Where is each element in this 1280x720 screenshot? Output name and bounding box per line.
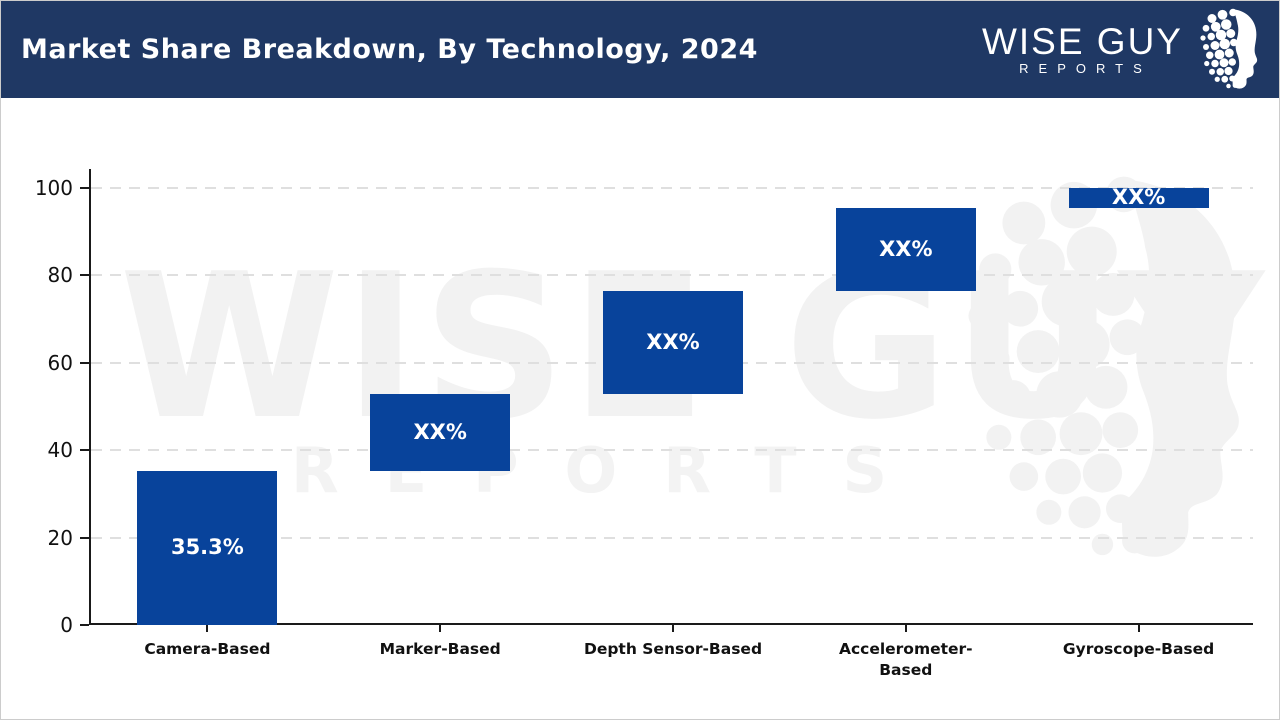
- category-label: Depth Sensor-Based: [583, 640, 763, 658]
- bar: XX%: [1068, 185, 1209, 210]
- y-tick: [80, 187, 89, 189]
- category-label: Marker-Based: [379, 640, 501, 658]
- x-tick: [439, 625, 442, 632]
- y-tick: [80, 361, 89, 364]
- y-tick-label: 100: [34, 176, 73, 200]
- logo-text: WISE GUY REPORTS: [981, 20, 1183, 77]
- gridline: [91, 274, 1253, 277]
- chart-header: Market Share Breakdown, By Technology, 2…: [1, 1, 1279, 98]
- y-tick: [80, 274, 89, 277]
- y-tick: [80, 536, 89, 539]
- chart-title: Market Share Breakdown, By Technology, 2…: [21, 34, 758, 65]
- y-tick-label: 20: [47, 525, 73, 550]
- bar: XX%: [603, 290, 743, 394]
- x-tick: [904, 625, 907, 632]
- bar-value-label: 35.3%: [170, 535, 244, 560]
- logo-wordmark: WISE GUY: [981, 20, 1183, 62]
- bar-value-label: XX%: [646, 329, 700, 354]
- wise-guy-reports-logo: WISE GUY REPORTS: [982, 8, 1259, 92]
- y-tick-label: 60: [47, 350, 73, 375]
- logo-subtitle: REPORTS: [1019, 61, 1152, 77]
- category-label: Gyroscope-Based: [1062, 640, 1215, 658]
- x-tick: [206, 625, 209, 632]
- chart-plot-region: WISE GUY REPORTS 02040608010035.3%Camera…: [1, 98, 1279, 719]
- gridline: [91, 449, 1253, 452]
- bar: XX%: [835, 207, 976, 291]
- plot-area: 0 20 40 60 80 100 35.3% Camera-Based XX% Marker-B…: [35, 169, 1253, 679]
- bar-value-label: XX%: [413, 419, 467, 444]
- category-label: Accelerometer- Based: [838, 640, 973, 679]
- logo-face-icon: [1200, 8, 1258, 89]
- y-tick-label: 40: [47, 438, 73, 463]
- category-label: Camera-Based: [144, 640, 271, 658]
- y-tick-label: 80: [47, 263, 73, 288]
- x-tick: [672, 625, 674, 632]
- bar: XX%: [370, 393, 511, 471]
- y-tick: [80, 449, 89, 452]
- bar-value-label: XX%: [879, 236, 933, 261]
- bar-value-label: XX%: [1111, 185, 1166, 210]
- y-tick: [80, 624, 89, 626]
- y-tick-label: 0: [60, 613, 73, 637]
- gridline: [91, 187, 1253, 189]
- bar: 35.3%: [137, 470, 278, 625]
- gridline: [91, 536, 1253, 539]
- x-tick: [1137, 625, 1140, 632]
